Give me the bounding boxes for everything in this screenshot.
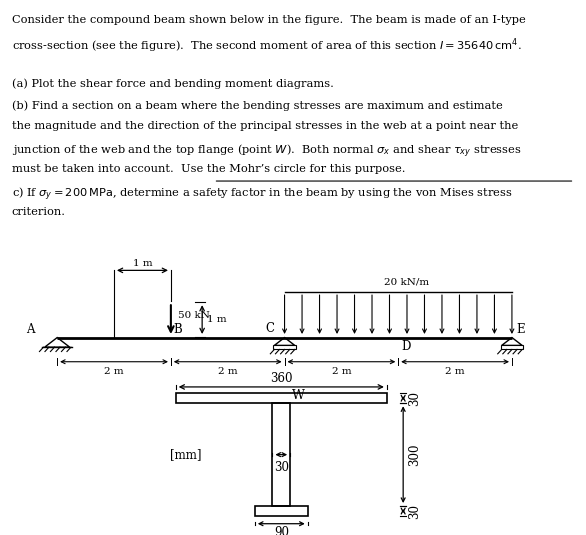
Text: 30: 30 [274,461,289,474]
Text: 50 kN: 50 kN [178,311,210,320]
Text: c) If $\sigma_y = 200\,\mathrm{MPa}$, determine a safety factor in the beam by u: c) If $\sigma_y = 200\,\mathrm{MPa}$, de… [12,186,512,203]
Text: A: A [26,323,35,336]
Text: 1 m: 1 m [207,315,226,324]
Bar [272,403,290,506]
Text: 20 kN/m: 20 kN/m [384,277,430,286]
Text: C: C [265,322,274,335]
Text: Consider the compound beam shown below in the figure.  The beam is made of an I-: Consider the compound beam shown below i… [12,15,526,25]
Bar [255,506,308,516]
Text: 2 m: 2 m [445,367,465,376]
Text: 30: 30 [408,503,421,518]
Text: 1 m: 1 m [132,259,152,268]
Text: 2 m: 2 m [218,367,237,376]
Text: (a) Plot the shear force and bending moment diagrams.: (a) Plot the shear force and bending mom… [12,79,333,89]
Text: 300: 300 [408,444,421,466]
Text: (b) Find a section on a beam where the bending stresses are maximum and estimate: (b) Find a section on a beam where the b… [12,100,502,111]
Text: cross-section (see the figure).  The second moment of area of this section $I = : cross-section (see the figure). The seco… [12,36,522,55]
Bar [273,346,296,349]
Bar [500,346,523,349]
Text: D: D [401,340,410,353]
Text: 2 m: 2 m [104,367,124,376]
Text: 90: 90 [274,526,289,535]
Text: [mm]: [mm] [170,448,202,461]
Text: 2 m: 2 m [332,367,351,376]
Text: B: B [173,323,182,336]
Text: 30: 30 [408,391,421,406]
Text: E: E [516,323,525,336]
Text: junction of the web and the top flange (point $W$).  Both normal $\sigma_x$ and : junction of the web and the top flange (… [12,143,521,160]
Bar [176,393,387,403]
Text: the magnitude and the direction of the principal stresses in the web at a point : the magnitude and the direction of the p… [12,121,518,132]
Text: must be taken into account.  Use the Mohr’s circle for this purpose.: must be taken into account. Use the Mohr… [12,164,406,174]
Text: 360: 360 [270,371,292,385]
Text: W: W [292,389,305,402]
Text: criterion.: criterion. [12,207,66,217]
